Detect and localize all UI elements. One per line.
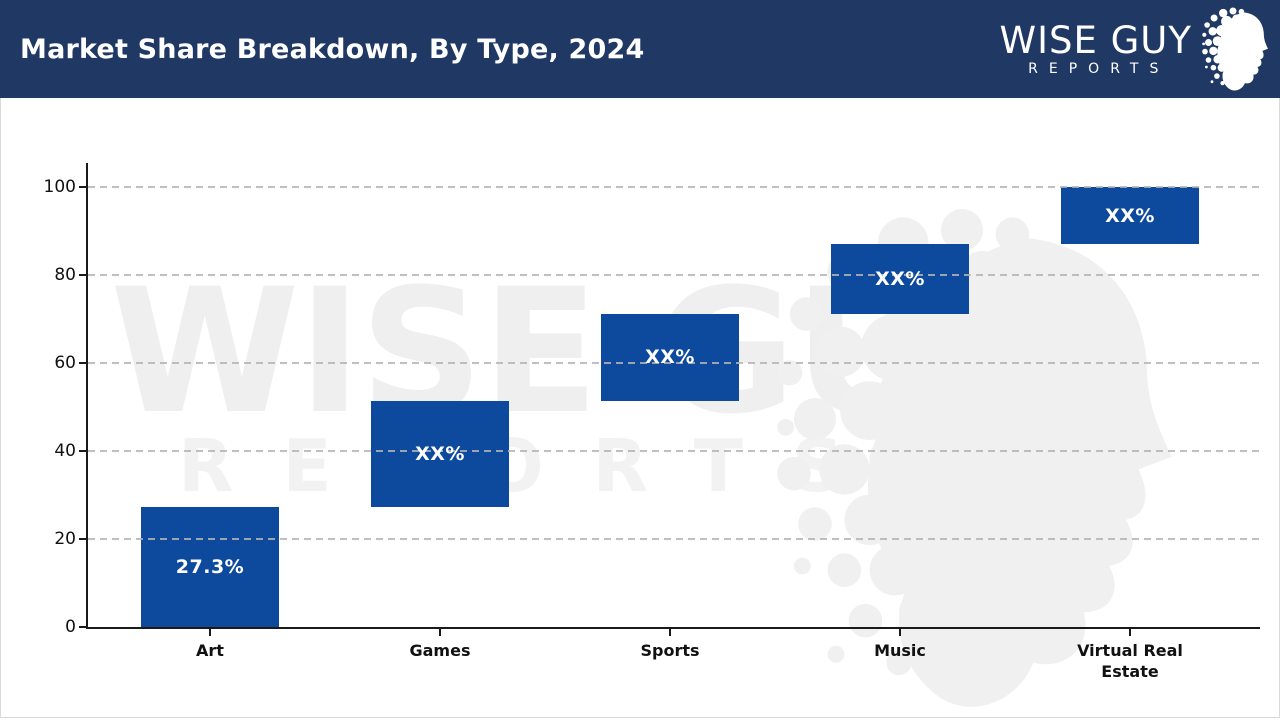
x-tick <box>439 629 441 636</box>
x-tick-label: Art <box>196 641 224 660</box>
left-border <box>0 98 1 718</box>
y-tick <box>79 538 86 540</box>
y-tick <box>79 274 86 276</box>
bar-value-text: XX% <box>875 267 925 290</box>
y-tick <box>79 186 86 188</box>
bar-value-label: XX% <box>371 401 509 507</box>
bar <box>141 506 279 627</box>
y-tick-label: 20 <box>54 529 76 549</box>
watermark-subtitle: REPORTS <box>178 424 893 508</box>
header-bar: Market Share Breakdown, By Type, 2024 WI… <box>0 0 1280 98</box>
bar <box>831 244 969 314</box>
bar-value-label: XX% <box>831 244 969 314</box>
bar-value-text: 27.3% <box>175 555 245 578</box>
x-tick <box>209 629 211 636</box>
logo-wordmark: WISE GUY <box>999 19 1192 62</box>
grid-line <box>88 362 1260 364</box>
bar-value-text: XX% <box>415 443 465 466</box>
y-tick-label: 0 <box>65 617 76 637</box>
bottom-border <box>0 717 1280 718</box>
y-tick-label: 100 <box>43 177 76 197</box>
y-tick-label: 60 <box>54 353 76 373</box>
x-tick-label: Games <box>409 641 471 660</box>
wiseguy-face-icon <box>1198 4 1268 95</box>
bar-value-label: XX% <box>1061 187 1199 244</box>
wiseguy-logo: WISE GUY REPORTS <box>1000 4 1280 95</box>
y-tick <box>79 450 86 452</box>
bar-value-label: 27.3% <box>141 507 279 627</box>
x-tick <box>1129 629 1131 636</box>
x-tick <box>899 629 901 636</box>
grid-line <box>88 450 1260 452</box>
bar-value-text: XX% <box>1105 204 1155 227</box>
bar <box>371 401 509 507</box>
wiseguy-logo-text: WISE GUY REPORTS <box>1000 22 1192 76</box>
y-axis-line <box>86 163 88 629</box>
bar <box>1061 187 1199 245</box>
x-axis-line <box>86 627 1260 629</box>
x-tick <box>669 629 671 636</box>
y-tick <box>79 362 86 364</box>
bar-value-label: XX% <box>601 314 739 402</box>
x-tick-label: Virtual Real Estate <box>1077 641 1183 681</box>
x-tick-label: Sports <box>640 641 700 660</box>
grid-line <box>88 274 1260 276</box>
x-tick-label: Music <box>874 641 926 660</box>
chart-title: Market Share Breakdown, By Type, 2024 <box>20 33 645 65</box>
bar <box>601 313 739 402</box>
grid-line <box>88 186 1260 188</box>
y-tick <box>79 626 86 628</box>
bar-value-text: XX% <box>645 346 695 369</box>
y-tick-label: 40 <box>54 441 76 461</box>
logo-subtitle: REPORTS <box>1028 61 1170 77</box>
grid-line <box>88 538 1260 540</box>
y-tick-label: 80 <box>54 265 76 285</box>
